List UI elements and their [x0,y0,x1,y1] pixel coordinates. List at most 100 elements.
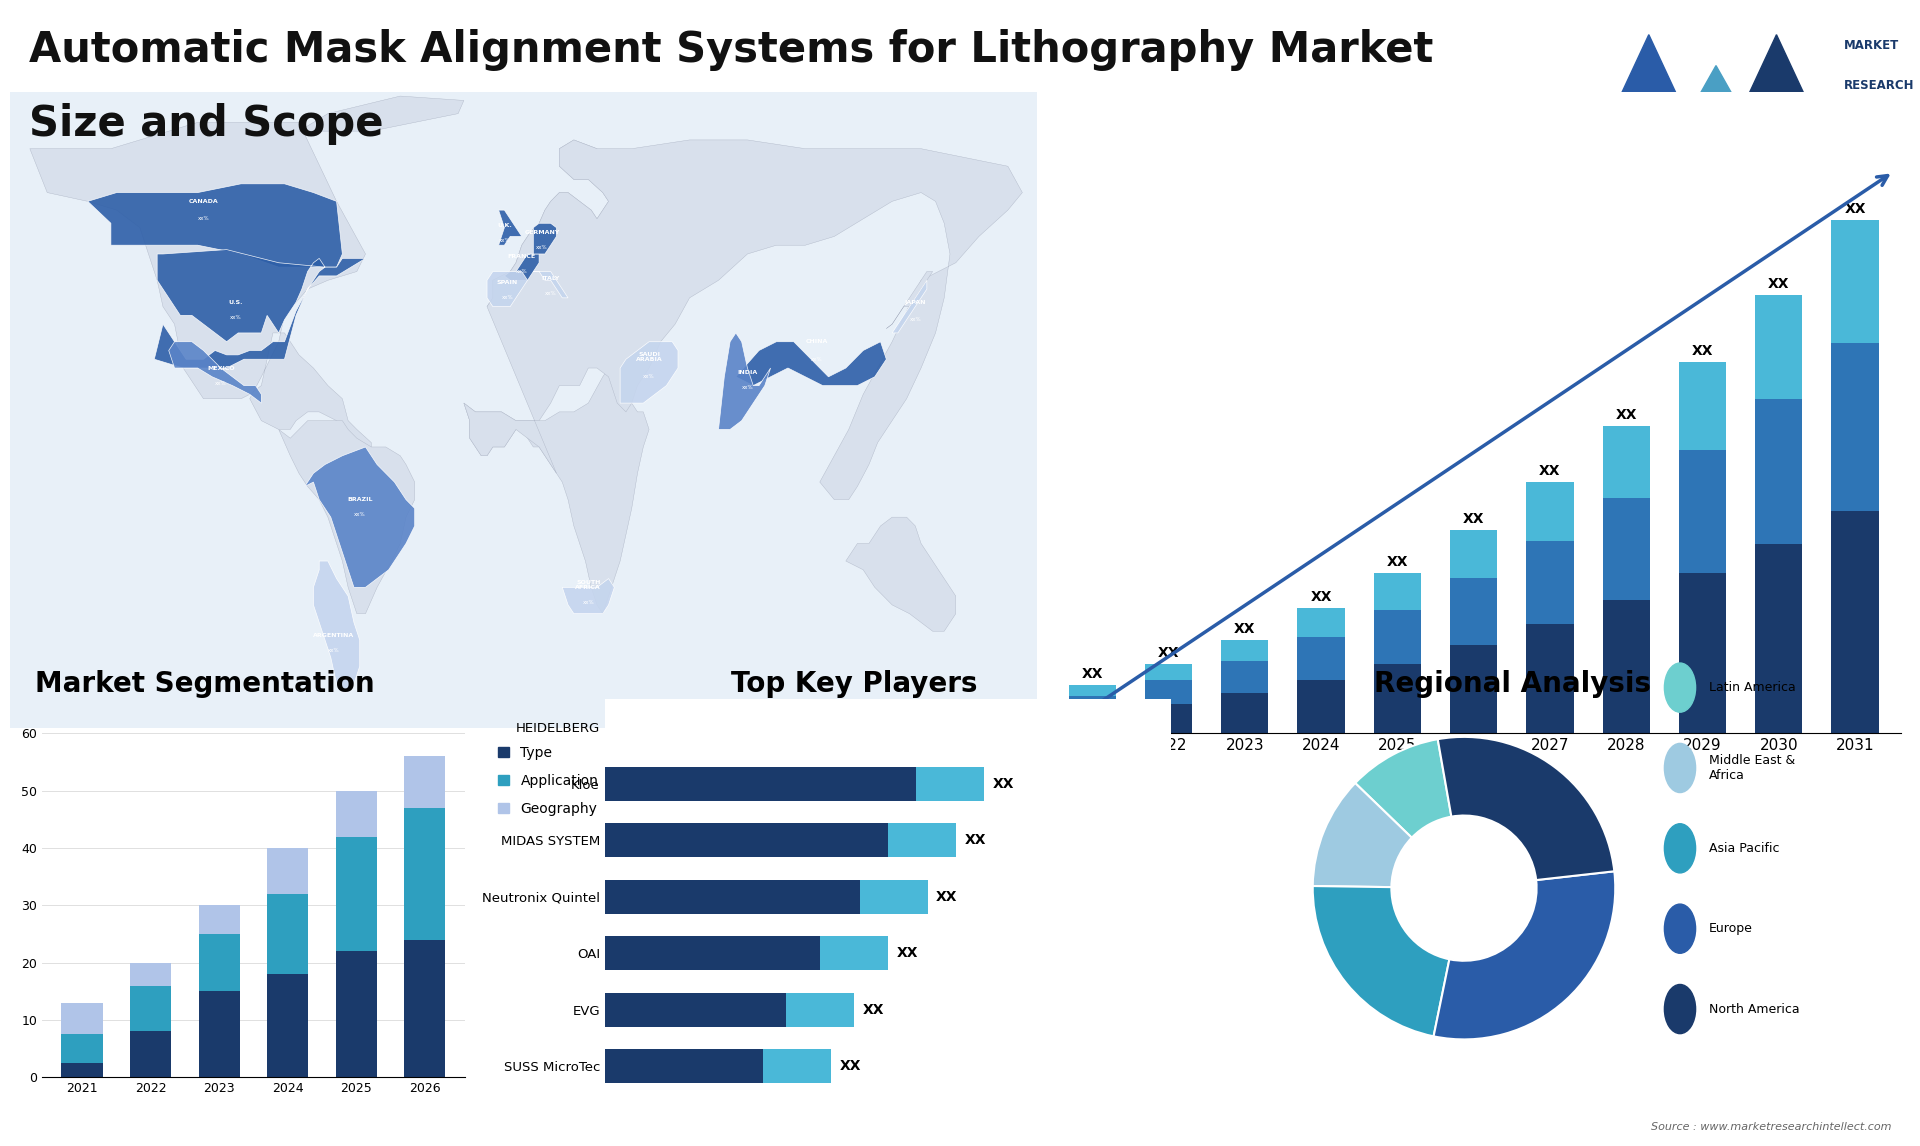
Polygon shape [488,272,528,307]
Polygon shape [465,140,1021,500]
Bar [267,974,309,1077]
Bar [405,756,445,808]
Bar [1298,637,1344,680]
Circle shape [1665,664,1695,712]
Polygon shape [313,562,359,692]
Polygon shape [499,210,522,245]
Bar [605,880,860,913]
Bar [1221,639,1269,661]
Bar [198,934,240,991]
Polygon shape [465,359,649,613]
Text: xx%: xx% [582,601,593,605]
Bar [1373,573,1421,611]
Text: Automatic Mask Alignment Systems for Lithography Market: Automatic Mask Alignment Systems for Lit… [29,29,1432,71]
Bar [1755,399,1803,543]
Text: XX: XX [1615,408,1638,422]
Bar [1221,661,1269,693]
Text: U.S.: U.S. [228,300,242,305]
Text: INTELLECT: INTELLECT [1843,121,1899,131]
Text: MARKET: MARKET [1843,39,1899,52]
Circle shape [1665,744,1695,793]
Text: CANADA: CANADA [188,199,219,204]
Bar [1069,712,1116,733]
Bar [820,936,889,971]
Bar [1144,680,1192,704]
Bar [1603,599,1649,733]
Circle shape [1665,824,1695,873]
Text: XX: XX [897,947,918,960]
Bar [605,992,785,1027]
Wedge shape [1313,783,1411,887]
Bar [1450,645,1498,733]
Text: Europe: Europe [1709,923,1753,935]
Text: SPAIN: SPAIN [497,280,518,285]
Text: FRANCE: FRANCE [507,253,536,259]
Polygon shape [505,254,540,281]
Bar [764,1050,831,1083]
Bar [336,837,376,951]
Bar [1144,704,1192,733]
Bar [1603,426,1649,499]
Text: XX: XX [1768,277,1789,291]
Text: BRAZIL: BRAZIL [348,497,372,502]
Bar [1603,499,1649,599]
Text: xx%: xx% [741,385,753,391]
Bar [1221,693,1269,733]
Text: XX: XX [993,777,1014,791]
Bar [267,894,309,974]
Bar [198,905,240,934]
Polygon shape [620,342,678,403]
Polygon shape [735,342,887,385]
Polygon shape [10,92,1037,728]
Text: XX: XX [839,1059,862,1073]
Bar [785,992,854,1027]
Text: XX: XX [1540,464,1561,478]
Circle shape [1665,904,1695,953]
Bar [1678,362,1726,450]
Bar [1755,543,1803,733]
Bar [405,940,445,1077]
Polygon shape [534,223,557,254]
Bar [1832,343,1878,511]
Bar [916,767,985,801]
Polygon shape [847,517,956,631]
Text: xx%: xx% [353,512,365,518]
Bar [61,1003,102,1034]
Text: xx%: xx% [910,317,922,322]
Bar [1373,611,1421,664]
Text: XX: XX [937,889,958,904]
Text: Asia Pacific: Asia Pacific [1709,842,1780,855]
Text: XX: XX [1692,344,1713,358]
Bar [198,991,240,1077]
Text: xx%: xx% [545,291,557,296]
Wedge shape [1356,739,1452,838]
Circle shape [1665,984,1695,1034]
Text: SAUDI
ARABIA: SAUDI ARABIA [636,352,662,362]
Text: Market Segmentation: Market Segmentation [35,670,374,698]
Bar [887,823,956,857]
Bar [1526,482,1574,541]
Text: xx%: xx% [328,649,340,653]
Text: SOUTH
AFRICA: SOUTH AFRICA [576,580,601,590]
Wedge shape [1434,871,1615,1039]
Polygon shape [169,342,261,403]
Text: xx%: xx% [230,315,242,320]
Bar [1298,607,1344,637]
Bar [61,1063,102,1077]
Text: XX: XX [1845,202,1866,215]
Bar [605,823,887,857]
Bar [1450,531,1498,579]
Text: XX: XX [862,1003,883,1017]
Text: xx%: xx% [501,296,513,300]
Bar [1373,664,1421,733]
Text: xx%: xx% [516,269,528,274]
Text: xx%: xx% [536,245,547,250]
Polygon shape [305,447,415,588]
Bar [605,767,916,801]
Bar [131,986,171,1031]
Text: INDIA: INDIA [737,370,758,375]
Text: JAPAN: JAPAN [904,300,925,305]
Polygon shape [563,579,614,613]
Polygon shape [718,333,770,430]
Text: ITALY: ITALY [541,275,561,281]
